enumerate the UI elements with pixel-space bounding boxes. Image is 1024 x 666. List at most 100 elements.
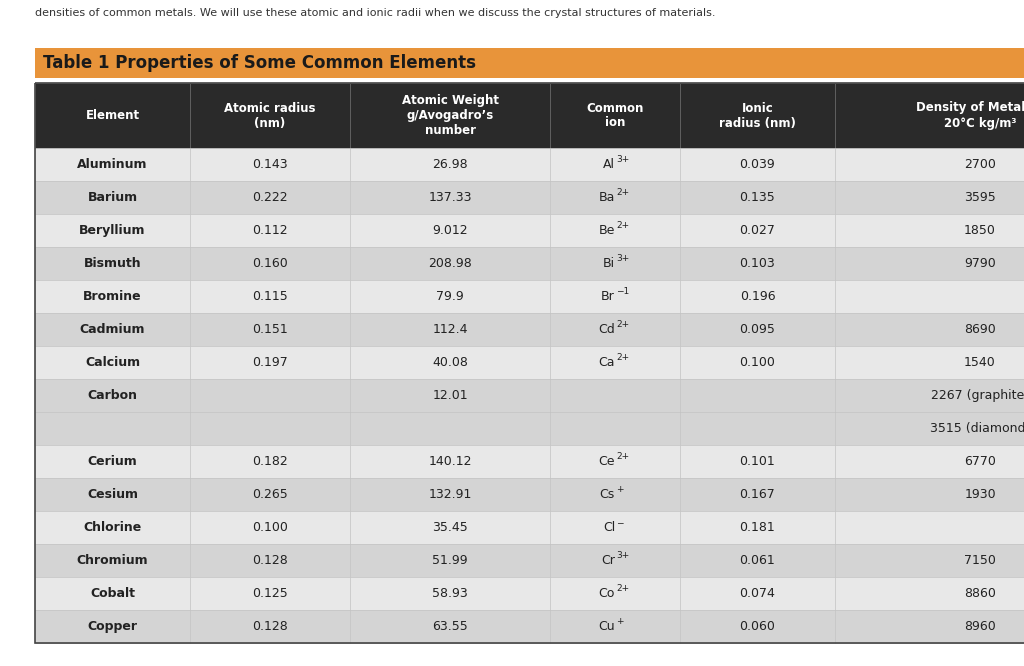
Text: Bromine: Bromine (83, 290, 141, 303)
FancyBboxPatch shape (35, 445, 190, 478)
Text: 3+: 3+ (616, 551, 630, 560)
Text: 112.4: 112.4 (432, 323, 468, 336)
Text: Cd: Cd (598, 323, 615, 336)
FancyBboxPatch shape (190, 445, 350, 478)
Text: Be: Be (599, 224, 615, 237)
Text: 0.128: 0.128 (252, 620, 288, 633)
Text: 132.91: 132.91 (428, 488, 472, 501)
FancyBboxPatch shape (35, 280, 190, 313)
Text: Calcium: Calcium (85, 356, 140, 369)
FancyBboxPatch shape (190, 346, 350, 379)
Text: 0.074: 0.074 (739, 587, 775, 600)
Text: 0.181: 0.181 (739, 521, 775, 534)
Text: Cadmium: Cadmium (80, 323, 145, 336)
Text: 0.197: 0.197 (252, 356, 288, 369)
Text: Ionic
radius (nm): Ionic radius (nm) (719, 101, 796, 129)
Text: Cr: Cr (601, 554, 615, 567)
FancyBboxPatch shape (680, 445, 835, 478)
FancyBboxPatch shape (350, 148, 550, 181)
Text: 6770: 6770 (964, 455, 996, 468)
FancyBboxPatch shape (550, 247, 680, 280)
FancyBboxPatch shape (835, 544, 1024, 577)
Text: Cl: Cl (603, 521, 615, 534)
Text: 7150: 7150 (964, 554, 996, 567)
FancyBboxPatch shape (35, 511, 190, 544)
FancyBboxPatch shape (680, 313, 835, 346)
FancyBboxPatch shape (835, 346, 1024, 379)
FancyBboxPatch shape (190, 412, 350, 445)
Text: 2+: 2+ (616, 353, 629, 362)
Text: Bi: Bi (603, 257, 615, 270)
FancyBboxPatch shape (35, 247, 190, 280)
Text: 208.98: 208.98 (428, 257, 472, 270)
FancyBboxPatch shape (680, 83, 835, 148)
FancyBboxPatch shape (680, 148, 835, 181)
Text: 1930: 1930 (965, 488, 995, 501)
Text: Atomic Weight
g/Avogadro’s
number: Atomic Weight g/Avogadro’s number (401, 94, 499, 137)
FancyBboxPatch shape (35, 544, 190, 577)
Text: 3+: 3+ (616, 254, 630, 263)
FancyBboxPatch shape (835, 247, 1024, 280)
FancyBboxPatch shape (35, 148, 190, 181)
Text: 2+: 2+ (616, 320, 629, 329)
Text: Cu: Cu (598, 620, 615, 633)
Text: 0.196: 0.196 (739, 290, 775, 303)
FancyBboxPatch shape (190, 478, 350, 511)
FancyBboxPatch shape (835, 280, 1024, 313)
Text: 0.135: 0.135 (739, 191, 775, 204)
FancyBboxPatch shape (350, 379, 550, 412)
Text: 0.160: 0.160 (252, 257, 288, 270)
Text: 0.128: 0.128 (252, 554, 288, 567)
FancyBboxPatch shape (35, 412, 190, 445)
Text: 2+: 2+ (616, 188, 629, 197)
FancyBboxPatch shape (550, 280, 680, 313)
Text: Ba: Ba (599, 191, 615, 204)
FancyBboxPatch shape (190, 577, 350, 610)
FancyBboxPatch shape (35, 577, 190, 610)
FancyBboxPatch shape (680, 544, 835, 577)
Text: Beryllium: Beryllium (79, 224, 145, 237)
Text: 9.012: 9.012 (432, 224, 468, 237)
FancyBboxPatch shape (835, 511, 1024, 544)
FancyBboxPatch shape (550, 511, 680, 544)
Text: 35.45: 35.45 (432, 521, 468, 534)
Text: 8860: 8860 (964, 587, 996, 600)
FancyBboxPatch shape (550, 478, 680, 511)
FancyBboxPatch shape (550, 346, 680, 379)
Text: 0.101: 0.101 (739, 455, 775, 468)
Text: 0.100: 0.100 (739, 356, 775, 369)
FancyBboxPatch shape (350, 445, 550, 478)
Text: Table 1 Properties of Some Common Elements: Table 1 Properties of Some Common Elemen… (43, 54, 476, 72)
Text: 0.167: 0.167 (739, 488, 775, 501)
Text: 58.93: 58.93 (432, 587, 468, 600)
FancyBboxPatch shape (190, 313, 350, 346)
Text: Common
ion: Common ion (587, 101, 644, 129)
FancyBboxPatch shape (680, 577, 835, 610)
Text: Aluminum: Aluminum (77, 158, 147, 171)
FancyBboxPatch shape (190, 247, 350, 280)
FancyBboxPatch shape (550, 610, 680, 643)
FancyBboxPatch shape (190, 214, 350, 247)
FancyBboxPatch shape (680, 280, 835, 313)
FancyBboxPatch shape (835, 577, 1024, 610)
FancyBboxPatch shape (680, 247, 835, 280)
FancyBboxPatch shape (350, 280, 550, 313)
Text: Atomic radius
(nm): Atomic radius (nm) (224, 101, 315, 129)
Text: 3515 (diamond): 3515 (diamond) (930, 422, 1024, 435)
FancyBboxPatch shape (190, 379, 350, 412)
Text: Al: Al (603, 158, 615, 171)
Text: 2+: 2+ (616, 584, 629, 593)
FancyBboxPatch shape (35, 214, 190, 247)
Text: 0.095: 0.095 (739, 323, 775, 336)
FancyBboxPatch shape (350, 346, 550, 379)
FancyBboxPatch shape (680, 478, 835, 511)
Text: 0.060: 0.060 (739, 620, 775, 633)
FancyBboxPatch shape (190, 181, 350, 214)
FancyBboxPatch shape (350, 247, 550, 280)
FancyBboxPatch shape (680, 610, 835, 643)
FancyBboxPatch shape (350, 577, 550, 610)
Text: Carbon: Carbon (87, 389, 137, 402)
FancyBboxPatch shape (35, 83, 190, 148)
Text: +: + (616, 617, 624, 626)
FancyBboxPatch shape (35, 379, 190, 412)
